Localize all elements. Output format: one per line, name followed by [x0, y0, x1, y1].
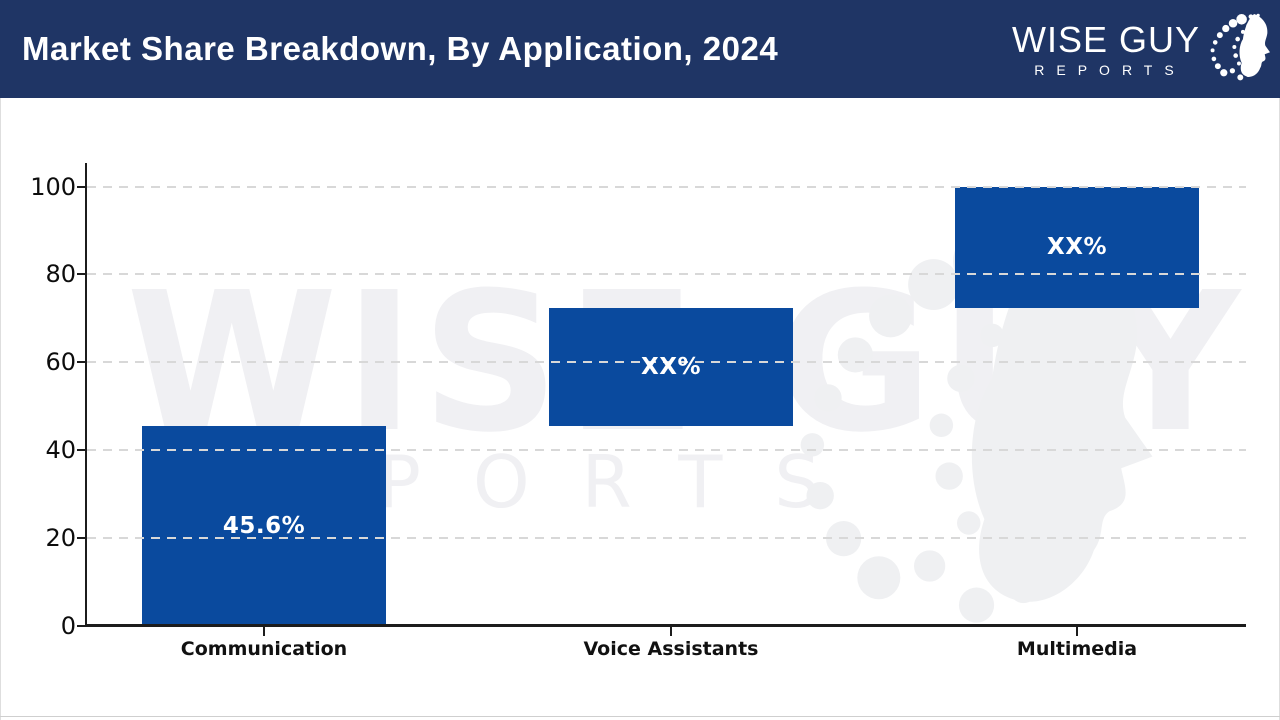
- y-tick-label: 40: [45, 436, 76, 465]
- y-tick-mark: [77, 625, 85, 627]
- grid-line: [87, 449, 1246, 452]
- header-bar: Market Share Breakdown, By Application, …: [0, 0, 1280, 98]
- y-tick-label: 60: [45, 348, 76, 377]
- x-tick-mark: [263, 627, 265, 636]
- y-tick-mark: [77, 449, 85, 452]
- y-tick-mark: [77, 273, 85, 276]
- x-tick-mark: [1076, 627, 1078, 636]
- y-tick-label: 0: [60, 612, 76, 640]
- logo-wordmark: WISE GUY REPORTS: [1011, 18, 1200, 78]
- y-tick-label: 100: [30, 172, 76, 201]
- logo-face-icon: [1210, 13, 1270, 81]
- y-tick-mark: [77, 537, 85, 540]
- bottom-border-line: [0, 716, 1280, 717]
- grid-line: [87, 273, 1246, 276]
- bar-label: XX%: [640, 353, 701, 380]
- y-tick-mark: [77, 185, 85, 188]
- x-axis-line: [85, 624, 1246, 627]
- y-tick-label: 20: [45, 524, 76, 553]
- x-category-label: Voice Assistants: [583, 638, 759, 660]
- y-tick-label: 80: [45, 260, 76, 289]
- y-tick-mark: [77, 361, 85, 364]
- grid-line: [87, 361, 1246, 364]
- page-title: Market Share Breakdown, By Application, …: [22, 30, 779, 67]
- logo-wordmark-line2: REPORTS: [1034, 61, 1186, 78]
- bar: XX%: [549, 308, 793, 426]
- logo-wordmark-line1: WISE GUY: [1011, 18, 1200, 60]
- x-tick-mark: [670, 627, 672, 636]
- brand-logo: WISE GUY REPORTS: [1012, 6, 1270, 92]
- y-axis-line: [85, 163, 87, 627]
- bar-label: 45.6%: [222, 512, 306, 539]
- bar: 45.6%: [142, 425, 386, 626]
- grid-line: [87, 537, 1246, 540]
- grid-line: [87, 185, 1246, 188]
- x-category-label: Communication: [180, 638, 348, 660]
- bar-label: XX%: [1046, 234, 1107, 261]
- bar: XX%: [955, 186, 1199, 309]
- x-category-label: Multimedia: [1016, 638, 1138, 660]
